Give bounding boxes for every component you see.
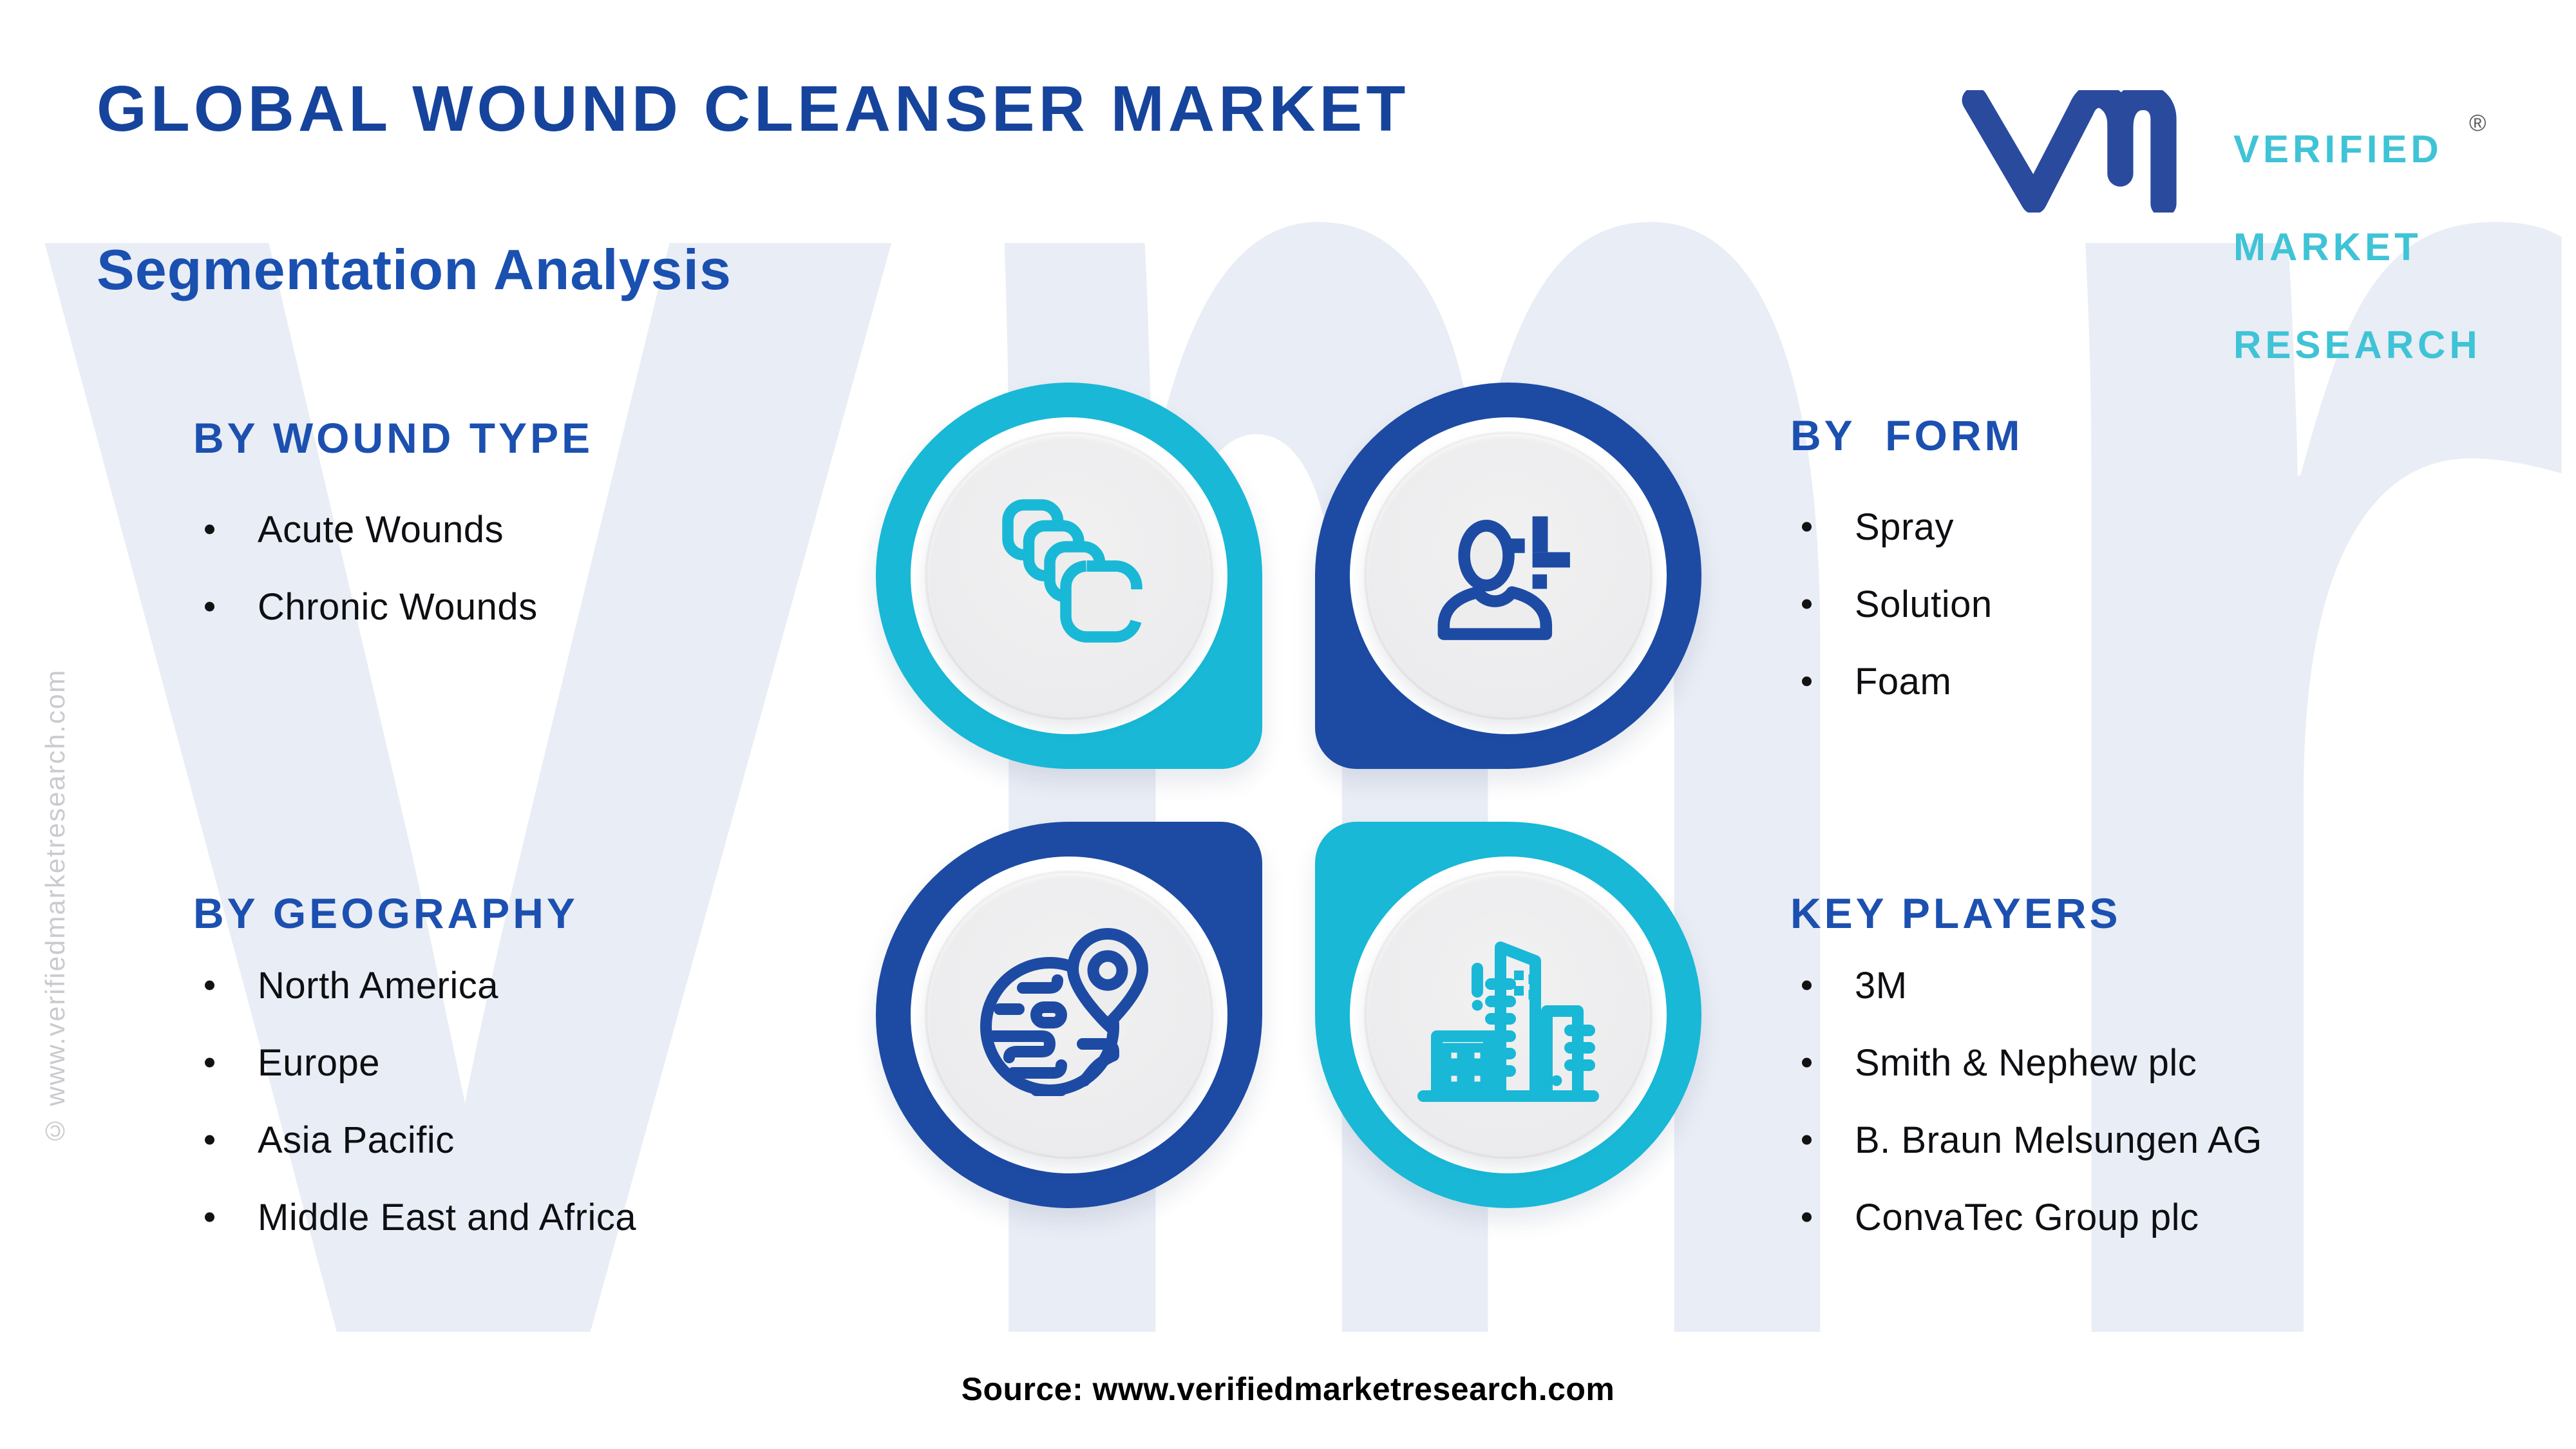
logo-line-1: VERIFIED: [2233, 128, 2443, 171]
page-subtitle: Segmentation Analysis: [97, 238, 732, 301]
circle-white-ring: [911, 417, 1227, 734]
circle-inner-disc: [1364, 871, 1653, 1159]
vmr-monogram-icon: [1962, 90, 2177, 213]
section-list: 3M Smith & Nephew plc B. Braun Melsungen…: [1798, 947, 2262, 1256]
list-item: Solution: [1798, 565, 2023, 643]
logo-wordmark: VERIFIED MARKET RESEARCH: [2233, 125, 2481, 370]
logo-line-2: MARKET: [2233, 225, 2422, 269]
buildings-icon: [1417, 942, 1599, 1102]
list-item: Europe: [201, 1024, 636, 1101]
list-item: ConvaTec Group plc: [1798, 1179, 2262, 1256]
segment-circle-wound-type: [876, 383, 1262, 769]
page-title: GLOBAL WOUND CLEANSER MARKET: [97, 73, 1410, 145]
registered-trademark-icon: ®: [2469, 109, 2486, 136]
list-item: B. Braun Melsungen AG: [1798, 1101, 2262, 1179]
list-item: Foam: [1798, 643, 2023, 720]
circle-white-ring: [1350, 857, 1667, 1173]
globe-pin-icon: [980, 927, 1149, 1096]
section-list: Spray Solution Foam: [1798, 488, 2023, 720]
circle-white-ring: [911, 857, 1227, 1173]
circle-white-ring: [1350, 417, 1667, 734]
logo-line-3: RESEARCH: [2233, 323, 2481, 366]
section-key-players: KEY PLAYERS 3M Smith & Nephew plc B. Bra…: [1790, 889, 2262, 1256]
source-line: Source: www.verifiedmarketresearch.com: [961, 1371, 1615, 1407]
list-item: North America: [201, 947, 636, 1024]
list-item: Asia Pacific: [201, 1101, 636, 1179]
list-item: 3M: [1798, 947, 2262, 1024]
section-by-wound-type: BY WOUND TYPE Acute Wounds Chronic Wound…: [193, 413, 593, 645]
section-heading: BY GEOGRAPHY: [193, 889, 578, 937]
list-item: Chronic Wounds: [201, 568, 593, 645]
section-heading: BY FORM: [1790, 412, 2023, 459]
vertical-copyright: © www.verifiedmarketresearch.com: [40, 668, 70, 1146]
circle-inner-disc: [925, 431, 1213, 720]
section-list: Acute Wounds Chronic Wounds: [201, 491, 593, 645]
circle-inner-disc: [1364, 431, 1653, 720]
circle-inner-disc: [925, 871, 1213, 1159]
segment-circle-key-players: [1315, 822, 1701, 1208]
person-plus-icon: [1437, 516, 1570, 640]
list-item: Spray: [1798, 488, 2023, 565]
section-heading: KEY PLAYERS: [1790, 889, 2121, 937]
section-by-geography: BY GEOGRAPHY North America Europe Asia P…: [193, 889, 636, 1256]
segment-circle-form: [1315, 383, 1701, 769]
list-item: Acute Wounds: [201, 491, 593, 568]
section-list: North America Europe Asia Pacific Middle…: [201, 947, 636, 1256]
list-item: Smith & Nephew plc: [1798, 1024, 2262, 1101]
segment-circle-geography: [876, 822, 1262, 1208]
list-item: Middle East and Africa: [201, 1179, 636, 1256]
section-by-form: BY FORM Spray Solution Foam: [1790, 411, 2023, 720]
layers-icon: [1002, 499, 1142, 643]
section-heading: BY WOUND TYPE: [193, 414, 594, 462]
